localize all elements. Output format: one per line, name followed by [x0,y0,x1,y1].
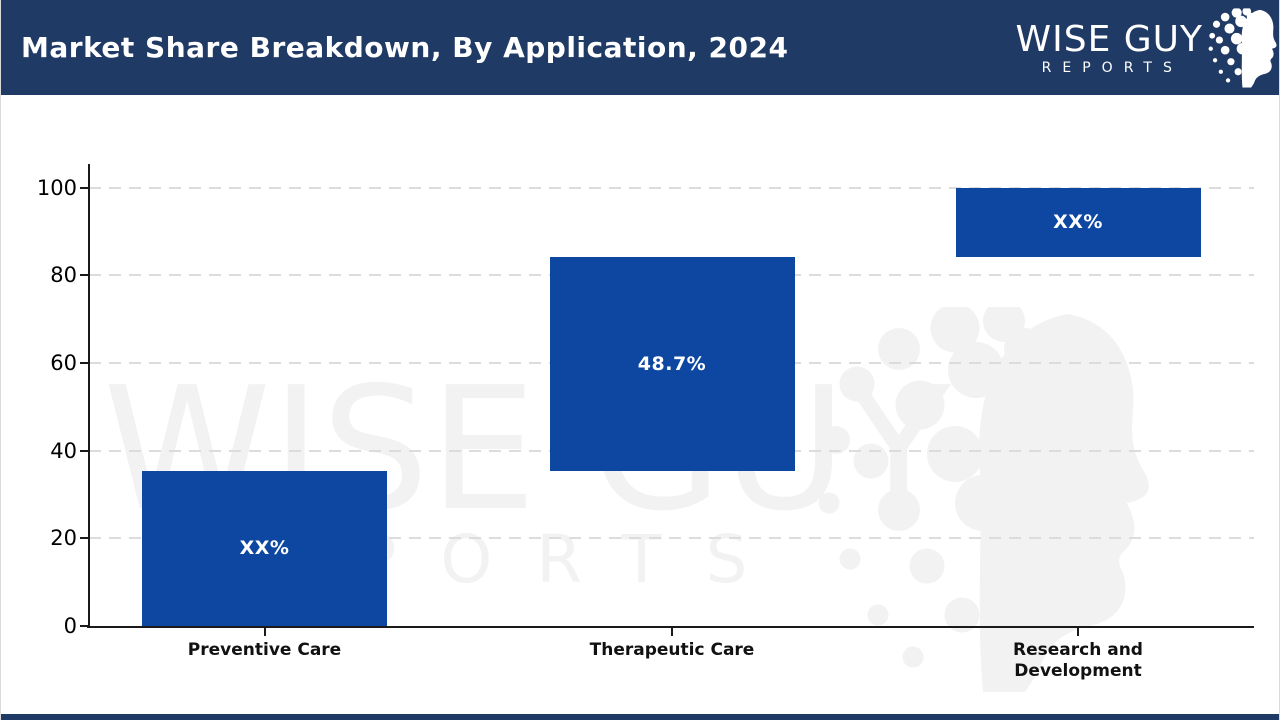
chart-plot-area: WISE GUY REPORTS 0 20 40 60 80 100 XX% Preventi… [1,95,1279,714]
y-tick-80 [80,274,88,277]
x-axis-line [87,626,1254,628]
y-tick-60 [80,361,88,364]
y-axis-line [88,164,90,628]
x-tick-research-and-development [1077,628,1079,636]
logo-wordmark-line2: REPORTS [1041,59,1183,76]
head-profile-logo-icon [1205,8,1277,88]
wise-guy-reports-logo: WISE GUY REPORTS [1016,4,1277,92]
y-tick-0 [80,625,88,627]
header-bar: Market Share Breakdown, By Application, … [1,0,1279,95]
y-tick-100 [80,186,88,189]
bar-value-label-research-and-development: XX% [1053,211,1103,234]
bar-value-label-preventive-care: XX% [239,537,290,560]
gridline-20 [89,537,1254,540]
x-category-label-research-and-development: Research and Development [1013,640,1143,682]
bar-value-label-therapeutic-care: 48.7% [637,352,707,375]
x-category-label-therapeutic-care: Therapeutic Care [589,640,755,660]
y-tick-label-40: 40 [50,438,77,463]
logo-wordmark-line1: WISE GUY [1015,19,1203,61]
bar-therapeutic-care: 48.7% [549,257,795,471]
x-tick-preventive-care [263,628,266,636]
logo-wordmark: WISE GUY REPORTS [1016,20,1204,76]
y-tick-20 [80,537,88,540]
y-tick-label-80: 80 [50,263,77,288]
bar-preventive-care: XX% [142,470,387,626]
y-tick-label-60: 60 [50,350,77,375]
x-category-label-preventive-care: Preventive Care [187,640,342,660]
y-tick-label-100: 100 [36,175,77,200]
footer-bar [1,714,1279,720]
y-tick-label-20: 20 [50,526,77,551]
page-title: Market Share Breakdown, By Application, … [21,31,789,64]
bar-research-and-development: XX% [955,187,1201,258]
y-tick-label-0: 0 [63,614,77,638]
x-tick-therapeutic-care [671,628,673,636]
y-tick-40 [80,449,88,452]
gridline-100 [89,186,1254,189]
watermark-head-icon [801,307,1151,692]
